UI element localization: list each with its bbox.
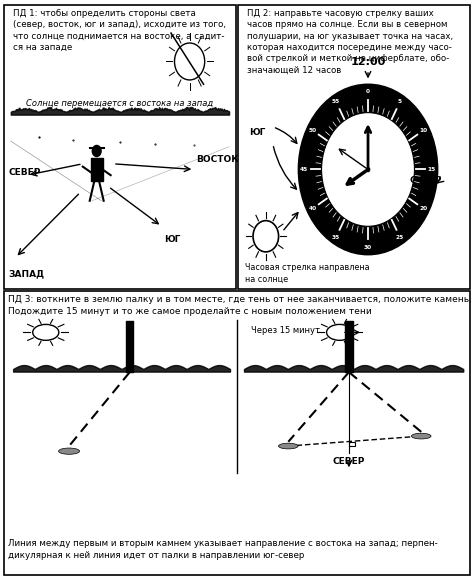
Text: ЗАПАД: ЗАПАД [9,269,45,278]
FancyBboxPatch shape [4,5,236,289]
Text: 50: 50 [309,128,317,133]
Text: ВОСТОК: ВОСТОК [197,155,239,164]
Text: 10: 10 [419,128,428,133]
Text: Линия между первым и вторым камнем указывает направление с востока на запад; пер: Линия между первым и вторым камнем указы… [9,539,438,560]
Bar [349,443,355,446]
Text: 15: 15 [428,167,436,172]
Text: ПД 3: воткните в землю палку и в том месте, где тень от нее заканчивается, полож: ПД 3: воткните в землю палку и в том мес… [9,295,473,316]
Text: ЮГ: ЮГ [249,128,266,137]
Text: Солнце перемещается с востока на запад: Солнце перемещается с востока на запад [27,99,213,108]
Text: 12:00: 12:00 [350,57,386,67]
Circle shape [298,84,438,255]
FancyBboxPatch shape [238,5,470,289]
Text: ПД 2: направьте часовую стрелку ваших
часов прямо на солнце. Если вы в северном
: ПД 2: направьте часовую стрелку ваших ча… [247,9,453,74]
Circle shape [91,145,102,157]
Text: 40: 40 [309,206,317,211]
Text: Часовая стрелка направлена
на солнце: Часовая стрелка направлена на солнце [245,263,370,284]
Text: 25: 25 [396,235,404,240]
Text: Через 15 минут: Через 15 минут [251,327,320,335]
Text: ЮГ: ЮГ [164,235,181,244]
Text: 20: 20 [419,206,428,211]
Text: 35: 35 [332,235,340,240]
Ellipse shape [411,433,431,439]
Text: 0: 0 [366,89,370,94]
Text: СЕВЕР: СЕВЕР [9,168,41,177]
Text: 55: 55 [332,99,340,104]
Circle shape [327,324,353,340]
Text: 45: 45 [300,167,308,172]
Text: СЕВЕР: СЕВЕР [333,458,365,466]
Text: 30: 30 [364,245,372,250]
Text: ПД 1: чтобы определить стороны света
(север, восток, юг и запад), исходите из то: ПД 1: чтобы определить стороны света (се… [13,9,226,52]
Text: 5: 5 [398,99,402,104]
Ellipse shape [59,448,80,454]
Circle shape [365,166,370,172]
Text: СЕВЕР: СЕВЕР [410,176,442,186]
FancyBboxPatch shape [4,291,470,575]
Circle shape [321,113,414,226]
Ellipse shape [279,443,298,449]
Circle shape [33,324,59,340]
Circle shape [253,220,279,252]
